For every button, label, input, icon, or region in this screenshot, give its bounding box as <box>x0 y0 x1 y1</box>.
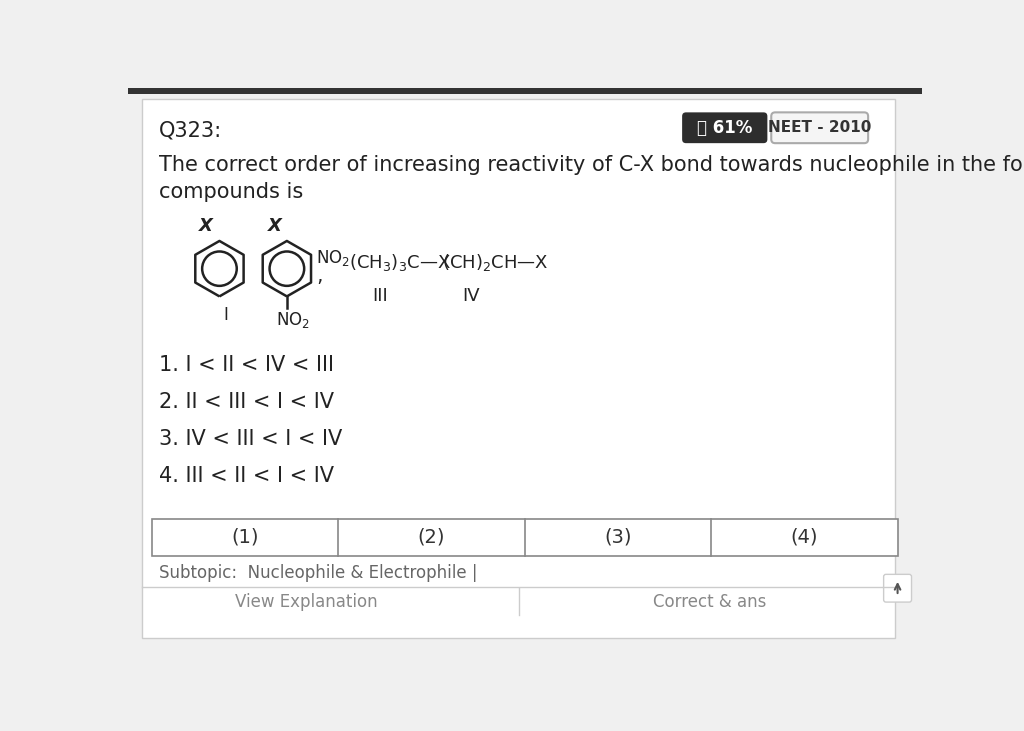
Text: 4. III < II < I < IV: 4. III < II < I < IV <box>159 466 334 486</box>
Text: X: X <box>268 217 283 235</box>
Text: (4): (4) <box>791 528 818 547</box>
Text: (3): (3) <box>604 528 632 547</box>
Text: III: III <box>372 287 388 305</box>
FancyBboxPatch shape <box>884 575 911 602</box>
Text: Subtopic:  Nucleophile & Electrophile |: Subtopic: Nucleophile & Electrophile | <box>159 564 477 582</box>
Text: 1. I < II < IV < III: 1. I < II < IV < III <box>159 355 334 375</box>
Text: 2. II < III < I < IV: 2. II < III < I < IV <box>159 392 334 412</box>
FancyBboxPatch shape <box>682 113 767 143</box>
Text: Correct & ans: Correct & ans <box>652 593 766 611</box>
Text: I: I <box>223 306 228 324</box>
Text: (CH)$_2$CH—X: (CH)$_2$CH—X <box>442 252 549 273</box>
Text: IV: IV <box>463 287 480 305</box>
Bar <box>152 519 898 556</box>
Text: (1): (1) <box>231 528 259 547</box>
Text: NO$_2$: NO$_2$ <box>316 248 350 268</box>
Text: compounds is: compounds is <box>159 182 303 202</box>
Text: The correct order of increasing reactivity of C-X bond towards nucleophile in th: The correct order of increasing reactivi… <box>159 155 1024 175</box>
FancyBboxPatch shape <box>771 113 868 143</box>
Text: View Explanation: View Explanation <box>234 593 378 611</box>
Text: ’: ’ <box>316 278 323 297</box>
Bar <box>128 88 922 94</box>
Text: (CH$_3$)$_3$C—X: (CH$_3$)$_3$C—X <box>349 252 451 273</box>
Text: NEET - 2010: NEET - 2010 <box>768 121 871 135</box>
Text: 3. IV < III < I < IV: 3. IV < III < I < IV <box>159 429 342 449</box>
Text: 👍 61%: 👍 61% <box>697 118 753 137</box>
Text: Q323:: Q323: <box>159 120 222 140</box>
FancyBboxPatch shape <box>142 99 895 637</box>
Text: X: X <box>199 217 212 235</box>
Text: NO$_2$: NO$_2$ <box>276 310 310 330</box>
Text: (2): (2) <box>418 528 445 547</box>
